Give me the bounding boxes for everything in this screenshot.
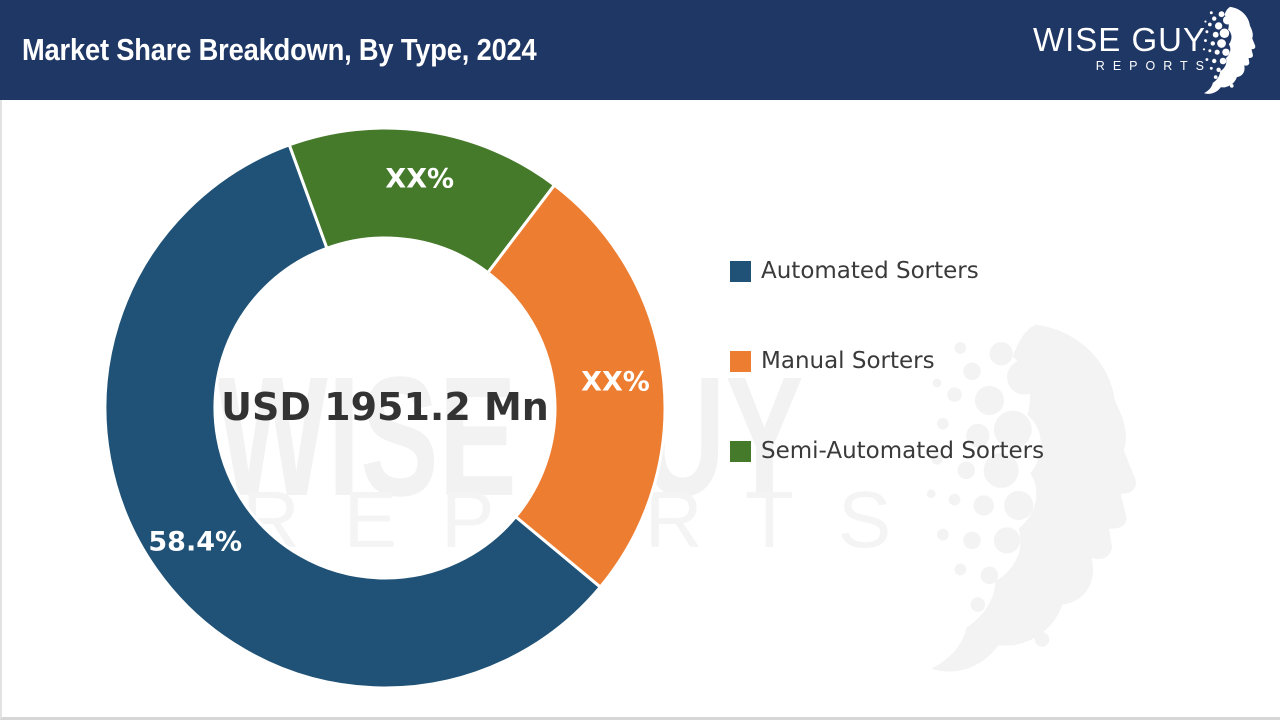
- slice-value-label: 58.4%: [148, 526, 242, 557]
- wise-guy-logo: WISE GUY REPORTS: [1033, 23, 1206, 73]
- legend-swatch: [730, 260, 751, 282]
- legend-item: Semi-Automated Sorters: [730, 438, 1045, 464]
- logo-subtitle: REPORTS: [1095, 59, 1212, 73]
- chart-legend: Automated Sorters Manual Sorters Semi-Auto…: [730, 258, 1045, 529]
- pie-slice-automated-sorters: [103, 143, 602, 690]
- chart-area: WISE GUY REPORTS XX%XX%58.4% USD 1951.2 …: [0, 100, 1280, 720]
- pie-slice-manual-sorters: [486, 183, 667, 589]
- watermark-wordmark: WISE GUY: [217, 342, 804, 532]
- slice-value-label: XX%: [581, 367, 650, 398]
- logo-wordmark: WISE GUY: [1032, 21, 1206, 58]
- legend-item: Manual Sorters: [730, 348, 1044, 374]
- legend-label: Manual Sorters: [761, 348, 935, 374]
- legend-swatch: [730, 440, 751, 462]
- legend-swatch: [730, 350, 751, 372]
- slice-value-label: XX%: [385, 164, 454, 195]
- pie-slice-semi-automated-sorters: [287, 126, 556, 275]
- donut-chart: XX% XX% 58.4% USD 1951.2 Mn: [103, 126, 667, 690]
- legend-label: Semi-Automated Sorters: [761, 438, 1045, 464]
- page-title: Market Share Breakdown, By Type, 2024: [22, 32, 537, 67]
- logo-face-icon: [1179, 4, 1267, 99]
- header-bar: Market Share Breakdown, By Type, 2024 WI…: [0, 0, 1280, 100]
- legend-label: Automated Sorters: [761, 258, 979, 284]
- legend-item: Automated Sorters: [730, 258, 1044, 284]
- chart-center-value: USD 1951.2 Mn: [221, 385, 549, 429]
